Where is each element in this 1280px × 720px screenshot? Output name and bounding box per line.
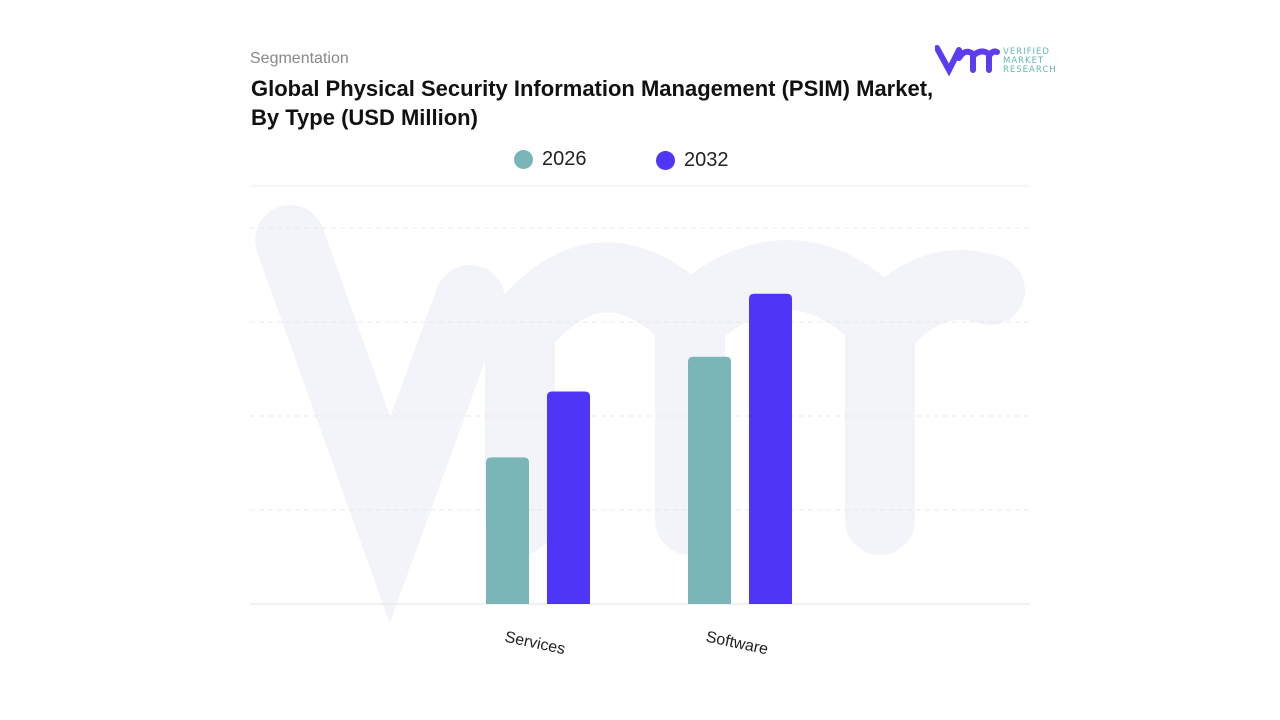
legend-item-2026: 2026: [514, 148, 587, 171]
bar-software-2032: [749, 293, 792, 604]
x-tick-label: Software: [704, 629, 769, 659]
svg-text:VERIFIED: VERIFIED: [1003, 47, 1050, 57]
vmr-logo: VERIFIED MARKET RESEARCH: [934, 44, 1065, 77]
x-tick-label: Services: [503, 629, 567, 658]
legend-label: 2032: [684, 149, 729, 171]
legend: 2026 2032: [0, 148, 1280, 176]
svg-text:RESEARCH: RESEARCH: [1003, 65, 1057, 75]
bar-services-2026: [486, 457, 529, 604]
legend-swatch: [514, 150, 533, 169]
watermark: [255, 205, 1025, 624]
legend-item-2032: 2032: [656, 149, 729, 172]
bar-software-2026: [688, 356, 731, 604]
svg-text:MARKET: MARKET: [1003, 56, 1044, 66]
bar-services-2032: [547, 391, 590, 604]
legend-label: 2026: [542, 148, 587, 170]
legend-swatch: [656, 151, 675, 170]
segment-label: Segmentation: [250, 50, 349, 67]
chart-title: Global Physical Security Information Man…: [251, 76, 934, 130]
